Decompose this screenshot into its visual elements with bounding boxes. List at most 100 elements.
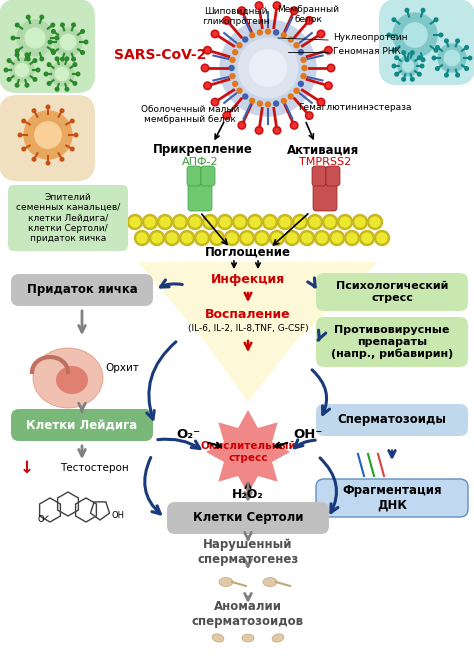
FancyBboxPatch shape	[0, 95, 95, 181]
Circle shape	[362, 233, 372, 243]
Circle shape	[52, 30, 55, 33]
Circle shape	[32, 109, 36, 113]
Circle shape	[81, 51, 84, 54]
Circle shape	[175, 217, 185, 227]
Circle shape	[421, 58, 425, 62]
Circle shape	[288, 37, 293, 42]
Text: Прикрепление: Прикрепление	[153, 144, 253, 157]
Circle shape	[315, 230, 329, 245]
Circle shape	[55, 68, 69, 81]
Circle shape	[308, 215, 322, 230]
Circle shape	[370, 217, 380, 227]
Circle shape	[265, 29, 271, 34]
Circle shape	[238, 121, 246, 129]
Circle shape	[27, 57, 30, 61]
Text: (IL-6, IL-2, IL-8,TNF, G-CSF): (IL-6, IL-2, IL-8,TNF, G-CSF)	[188, 323, 308, 333]
Circle shape	[263, 215, 277, 230]
Circle shape	[257, 101, 263, 106]
Circle shape	[282, 98, 286, 104]
Circle shape	[71, 119, 74, 123]
Circle shape	[403, 23, 427, 47]
Text: Поглощение: Поглощение	[205, 245, 291, 258]
Circle shape	[173, 215, 188, 230]
Circle shape	[220, 217, 230, 227]
Polygon shape	[138, 262, 378, 342]
Circle shape	[202, 215, 218, 230]
Circle shape	[220, 20, 316, 116]
Circle shape	[277, 215, 292, 230]
Text: Инфекция: Инфекция	[211, 274, 285, 287]
FancyBboxPatch shape	[316, 404, 468, 436]
Circle shape	[52, 51, 55, 54]
Circle shape	[393, 13, 437, 57]
Circle shape	[282, 33, 286, 37]
Circle shape	[130, 217, 140, 227]
Circle shape	[233, 50, 237, 54]
Circle shape	[250, 217, 260, 227]
Text: O₂⁻: O₂⁻	[176, 428, 200, 441]
Ellipse shape	[242, 634, 254, 642]
FancyBboxPatch shape	[326, 166, 340, 186]
Circle shape	[46, 161, 50, 165]
Circle shape	[205, 83, 210, 88]
Circle shape	[255, 127, 263, 134]
Circle shape	[250, 33, 255, 37]
Circle shape	[327, 64, 335, 72]
Circle shape	[74, 133, 78, 137]
Circle shape	[84, 40, 88, 44]
Text: Нарушенный
сперматогенез: Нарушенный сперматогенез	[197, 538, 299, 566]
Circle shape	[298, 50, 303, 54]
Text: H₂O₂: H₂O₂	[232, 489, 264, 501]
Circle shape	[60, 157, 64, 161]
Circle shape	[61, 57, 64, 61]
Circle shape	[265, 217, 275, 227]
Circle shape	[55, 57, 59, 60]
Circle shape	[337, 215, 353, 230]
Circle shape	[46, 105, 50, 109]
Text: Клетки Сертоли: Клетки Сертоли	[193, 512, 303, 525]
Circle shape	[395, 72, 399, 76]
Circle shape	[55, 87, 59, 91]
FancyBboxPatch shape	[188, 167, 212, 211]
Circle shape	[227, 233, 237, 243]
Circle shape	[238, 38, 298, 98]
Circle shape	[301, 57, 306, 62]
Ellipse shape	[56, 366, 88, 394]
Circle shape	[418, 56, 421, 60]
Circle shape	[229, 66, 234, 70]
Circle shape	[233, 215, 247, 230]
Circle shape	[402, 77, 405, 81]
Circle shape	[237, 89, 242, 93]
Circle shape	[392, 18, 396, 22]
Circle shape	[288, 94, 293, 99]
Circle shape	[235, 217, 245, 227]
Circle shape	[367, 215, 383, 230]
Circle shape	[432, 56, 436, 60]
Circle shape	[190, 217, 200, 227]
Circle shape	[307, 18, 311, 22]
Circle shape	[15, 64, 28, 77]
Circle shape	[243, 37, 248, 42]
Circle shape	[203, 66, 207, 70]
Circle shape	[149, 230, 164, 245]
Circle shape	[392, 64, 396, 68]
Circle shape	[135, 230, 149, 245]
Text: Оболочечный малый
мембранный белок: Оболочечный малый мембранный белок	[141, 105, 239, 125]
Circle shape	[270, 230, 284, 245]
Circle shape	[300, 230, 315, 245]
Text: Активация: Активация	[287, 144, 359, 157]
Circle shape	[160, 217, 170, 227]
Circle shape	[468, 56, 472, 60]
Circle shape	[211, 98, 219, 106]
Text: Фрагментация
ДНК: Фрагментация ДНК	[342, 484, 442, 512]
Circle shape	[233, 81, 237, 87]
Circle shape	[402, 60, 413, 72]
Circle shape	[395, 56, 399, 60]
Circle shape	[182, 233, 192, 243]
Circle shape	[36, 68, 40, 72]
FancyBboxPatch shape	[312, 166, 326, 186]
Circle shape	[257, 233, 267, 243]
Circle shape	[273, 127, 281, 134]
Circle shape	[392, 49, 396, 52]
Circle shape	[223, 16, 230, 24]
